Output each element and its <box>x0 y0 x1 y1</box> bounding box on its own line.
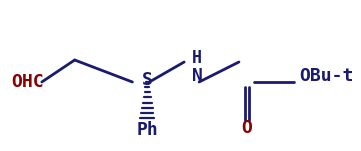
Text: OBu-t: OBu-t <box>299 67 354 85</box>
Text: Ph: Ph <box>136 121 158 139</box>
Text: O: O <box>242 119 252 137</box>
Text: H: H <box>192 49 202 67</box>
Text: OHC: OHC <box>12 73 44 91</box>
Text: S: S <box>142 71 153 89</box>
Text: N: N <box>192 67 203 85</box>
